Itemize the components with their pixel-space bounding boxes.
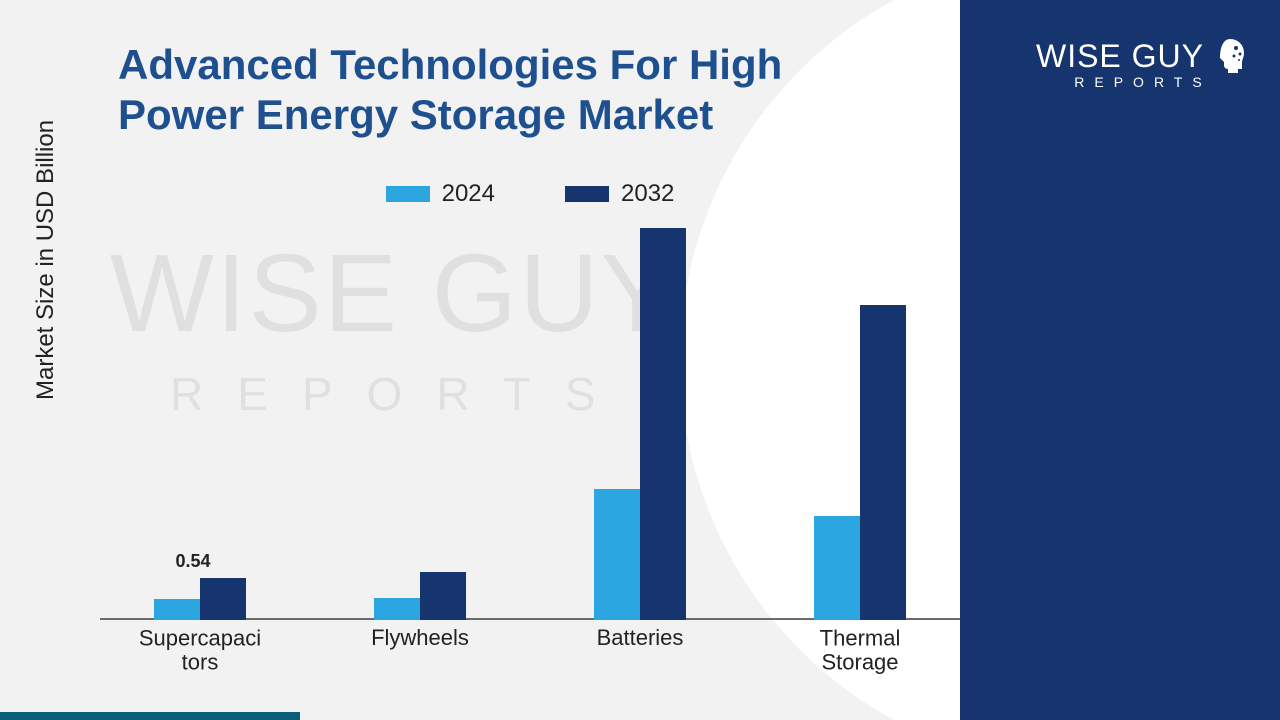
legend-label: 2024 <box>442 180 495 208</box>
brainhead-icon <box>1210 36 1250 76</box>
bar <box>154 599 200 620</box>
bar <box>814 516 860 620</box>
x-axis-category-label: Flywheels <box>340 626 500 650</box>
plot-area: Supercapacitors0.54 Flywheels Batteries The… <box>100 220 960 620</box>
x-axis-category-label: Batteries <box>560 626 720 650</box>
legend-item: 2032 <box>565 180 674 208</box>
bar <box>374 598 420 620</box>
chart-title: Advanced Technologies For High Power Ene… <box>118 40 878 141</box>
bar <box>420 572 466 620</box>
bar-value-label: 0.54 <box>175 551 210 572</box>
bar <box>860 305 906 620</box>
legend-swatch <box>565 186 609 202</box>
legend: 2024 2032 <box>100 180 960 208</box>
brand-line2: REPORTS <box>1036 74 1250 90</box>
legend-swatch <box>386 186 430 202</box>
bar <box>640 228 686 620</box>
y-axis-label: Market Size in USD Billion <box>32 120 60 400</box>
chart-area: 2024 2032 Supercapacitors0.54 Flywheels Bat… <box>100 180 960 660</box>
bottom-accent-bar <box>0 712 300 720</box>
bar-group: ThermalStorage <box>780 305 940 620</box>
legend-label: 2032 <box>621 180 674 208</box>
bar <box>594 489 640 620</box>
x-axis-category-label: Supercapacitors <box>120 626 280 674</box>
bar-group: Flywheels <box>340 572 500 620</box>
bar <box>200 578 246 620</box>
brand-logo: WISE GUY REPORTS <box>1036 36 1250 90</box>
legend-item: 2024 <box>386 180 495 208</box>
canvas: WISE GUY REPORTS Advanced Technologies F… <box>0 0 1280 720</box>
bar-group: Batteries <box>560 228 720 620</box>
x-axis-category-label: ThermalStorage <box>780 626 940 674</box>
right-brand-band <box>960 0 1280 720</box>
brand-line1: WISE GUY <box>1036 38 1204 75</box>
bar-group: Supercapacitors0.54 <box>120 578 280 620</box>
